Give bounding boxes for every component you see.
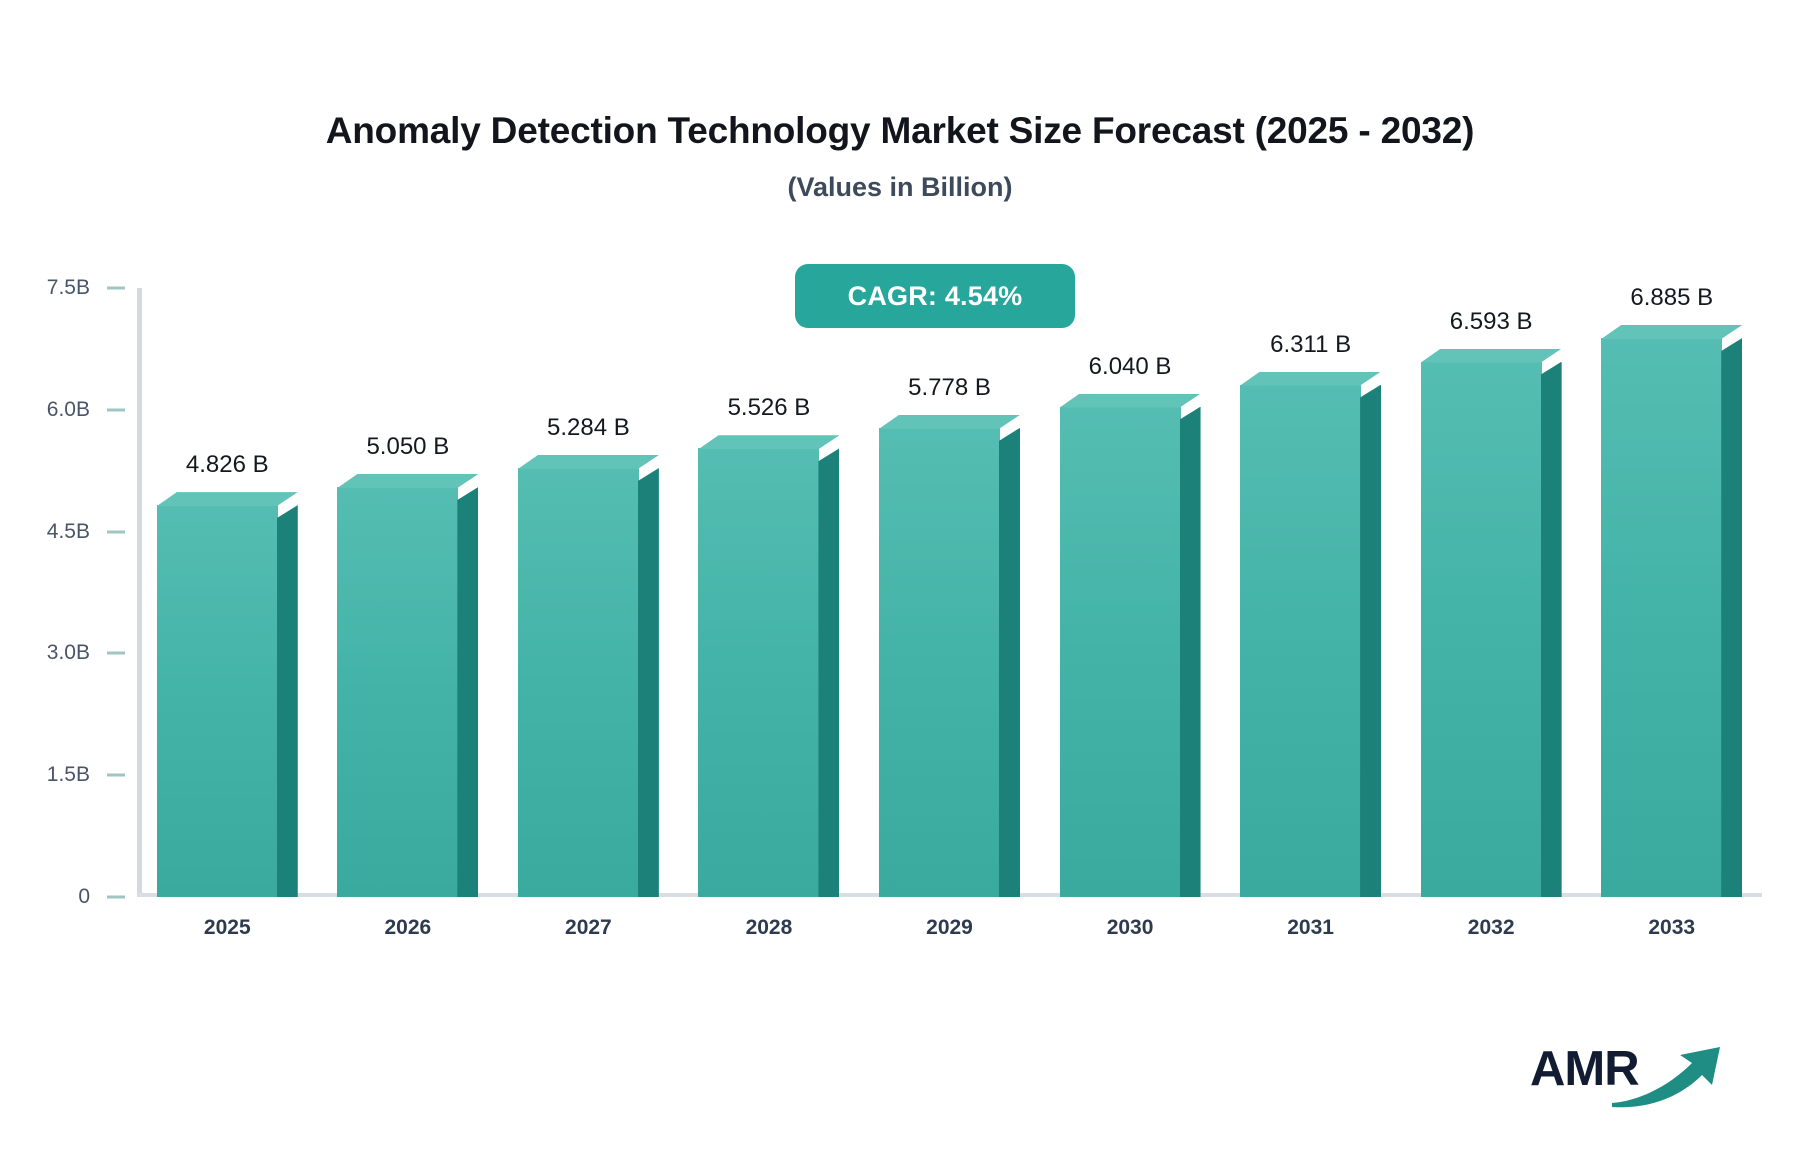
chart-title: Anomaly Detection Technology Market Size…: [325, 110, 1475, 151]
x-axis-label: 2026: [384, 916, 432, 939]
bar-value-label: 6.040 B: [1088, 352, 1172, 380]
chart-subtitle: (Values in Billion): [787, 172, 1013, 202]
bar-side-face: [637, 467, 659, 897]
growth-arrow-icon: [1612, 1047, 1720, 1108]
bar-front-face: [1059, 406, 1181, 897]
y-axis-line: [137, 288, 142, 897]
bar-value-label: 5.778 B: [908, 373, 991, 401]
bar-side-face: [1721, 337, 1743, 897]
bar-column[interactable]: 6.593 B: [1420, 288, 1562, 897]
bar-value-label: 5.284 B: [547, 413, 630, 441]
bar-column[interactable]: 5.778 B: [879, 288, 1020, 897]
bar-top-face: [1060, 394, 1201, 408]
bar-3d[interactable]: [1601, 337, 1743, 897]
bar-side-face: [457, 486, 479, 897]
y-axis-tick-label: 3.0B: [46, 641, 90, 665]
bar-column[interactable]: 5.284 B: [517, 288, 659, 897]
y-axis-tick-label: 7.5B: [46, 276, 90, 299]
bar-front-face: [1240, 384, 1362, 897]
bar-column[interactable]: 5.526 B: [698, 288, 840, 897]
y-axis-tick-label: 1.5B: [46, 763, 90, 787]
y-axis-tick-mark: [107, 286, 125, 290]
x-axis-label: 2033: [1648, 916, 1696, 939]
bar-top-face: [698, 435, 839, 449]
x-axis-label: 2028: [745, 916, 793, 939]
bar-top-face: [157, 492, 298, 506]
bar-series: 4.826 B 5.050 B 5.284 B 5.526 B 5.778 B 6.040…: [137, 284, 1762, 897]
bar-value-label: 6.885 B: [1630, 283, 1714, 311]
y-axis-tick-mark: [107, 408, 125, 412]
bar-front-face: [1420, 361, 1542, 897]
bar-front-face: [1601, 337, 1723, 897]
x-axis-label: 2031: [1287, 916, 1334, 939]
bar-side-face: [1540, 361, 1562, 897]
bar-column[interactable]: 6.311 B: [1240, 288, 1382, 897]
cagr-badge: CAGR: 4.54%: [795, 264, 1075, 328]
x-axis-label: 2030: [1106, 916, 1154, 939]
bar-top-face: [337, 474, 478, 488]
x-axis-label: 2029: [926, 916, 973, 939]
bar-3d[interactable]: [1059, 406, 1201, 897]
bar-value-label: 6.311 B: [1270, 330, 1352, 358]
bar-3d[interactable]: [698, 448, 840, 897]
bar-side-face: [818, 448, 840, 897]
cagr-badge-label: CAGR: 4.54%: [847, 280, 1023, 311]
bar-column[interactable]: 6.885 B: [1601, 284, 1743, 897]
bar-3d[interactable]: [156, 505, 298, 897]
y-axis-tick-mark: [107, 530, 125, 534]
x-axis-label: 2027: [565, 916, 612, 939]
x-axis-label: 2025: [203, 916, 251, 939]
bar-3d[interactable]: [337, 486, 479, 897]
y-axis-tick-label: 0: [78, 885, 90, 908]
bar-side-face: [1360, 384, 1382, 897]
bar-value-label: 4.826 B: [185, 451, 269, 479]
bar-column[interactable]: 4.826 B: [156, 288, 298, 897]
bar-top-face: [1421, 349, 1562, 363]
bar-front-face: [156, 505, 278, 897]
y-axis-tick-label: 4.5B: [46, 519, 90, 543]
bar-side-face: [999, 427, 1020, 897]
bar-column[interactable]: 6.040 B: [1059, 288, 1201, 897]
bar-value-label: 5.050 B: [366, 432, 450, 460]
bar-top-face: [1601, 325, 1742, 339]
bar-front-face: [698, 448, 820, 897]
bar-value-label: 6.593 B: [1449, 307, 1533, 335]
bar-side-face: [1179, 406, 1201, 897]
bar-3d[interactable]: [517, 467, 659, 897]
amr-logo-text: AMR: [1530, 1042, 1640, 1096]
y-axis-tick-label: 6.0B: [46, 397, 90, 421]
bar-3d[interactable]: [879, 428, 1020, 897]
bar-column[interactable]: 5.050 B: [337, 288, 479, 897]
y-axis-tick-mark: [107, 651, 125, 655]
y-axis-tick-mark: [107, 895, 125, 899]
bar-3d[interactable]: [1240, 384, 1382, 897]
bar-top-face: [879, 415, 1020, 429]
bar-top-face: [1240, 372, 1381, 386]
bar-3d[interactable]: [1420, 361, 1562, 897]
bar-side-face: [276, 505, 298, 897]
x-axis-label: 2032: [1467, 916, 1515, 939]
amr-logo: AMR: [1530, 1035, 1730, 1110]
bar-top-face: [518, 455, 659, 469]
y-axis-tick-mark: [107, 773, 125, 777]
bar-front-face: [517, 467, 639, 897]
bar-front-face: [337, 486, 459, 897]
bar-front-face: [879, 427, 1000, 897]
bar-value-label: 5.526 B: [727, 394, 811, 422]
